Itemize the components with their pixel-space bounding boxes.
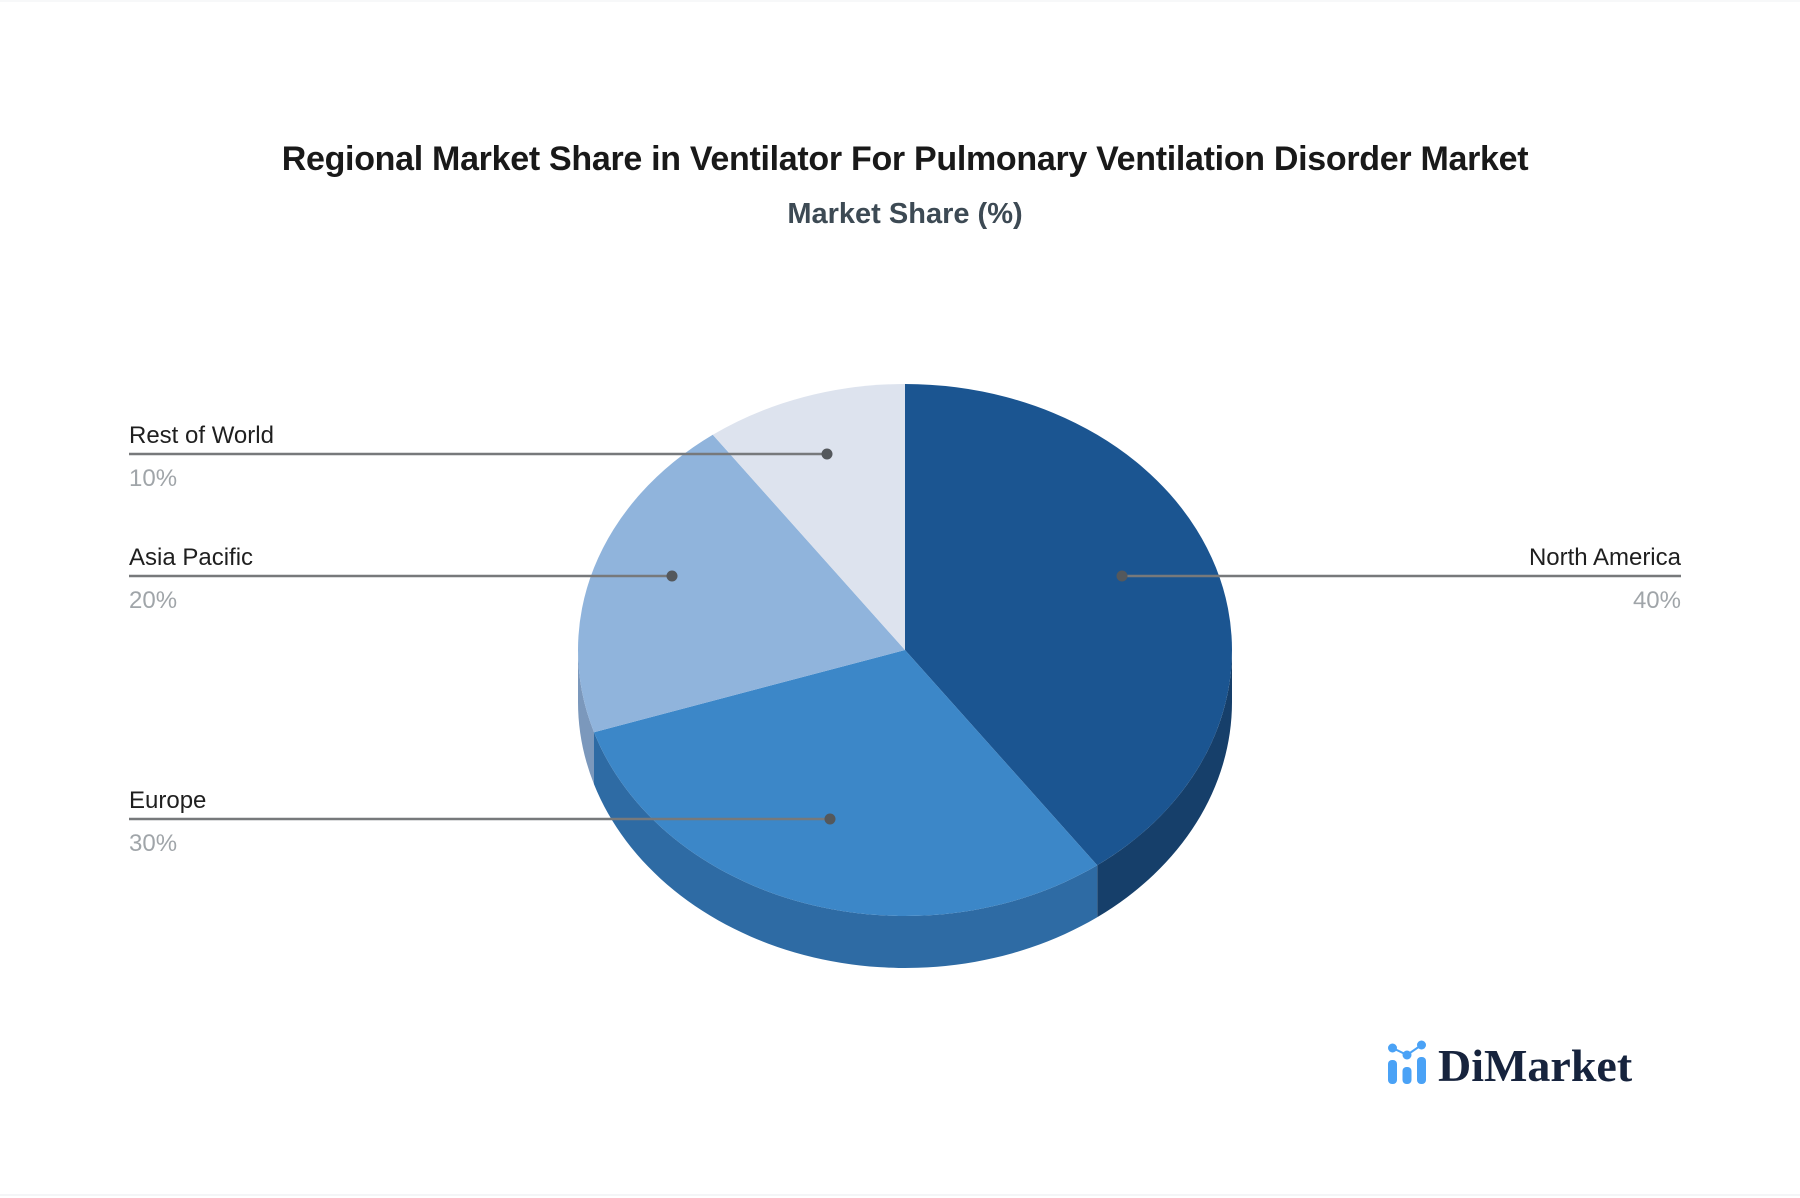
pie-slice-north-america [905,384,1232,866]
leader-asia-pacific-dot [666,570,678,582]
callout-europe: Europe 30% [129,787,206,858]
slice-percent: 10% [129,465,178,492]
pie-slice-depth-north-america [1097,650,1232,918]
chart-subtitle: Market Share (%) [787,198,1023,230]
slice-label: North America [1528,544,1681,571]
pie-slice-europe [594,650,1098,917]
pie-slice-rest-of-world [712,384,905,650]
chart-title: Regional Market Share in Ventilator For … [281,140,1529,178]
callout-north-america: North America 40% [1529,544,1681,615]
slice-percent: 40% [1632,587,1681,614]
slice-label: Asia Pacific [129,544,254,571]
slice-percent: 30% [129,830,178,857]
dimarket-logo: DiMarket [1388,1040,1632,1092]
logo-bar [1402,1067,1412,1084]
slice-label: Europe [129,787,207,814]
slice-percent: 20% [129,587,178,614]
leader-europe-dot [824,813,836,825]
logo-bar [1417,1057,1426,1084]
leader-rest-of-world-dot [821,448,833,460]
callout-rest-of-world: Rest of World 10% [129,422,274,493]
logo-text: DiMarket [1438,1040,1633,1091]
pie-slice-depth-asia-pacific [578,650,595,785]
callout-asia-pacific: Asia Pacific 20% [129,544,253,615]
logo-bar [1388,1060,1397,1084]
slice-label: Rest of World [129,422,274,449]
pie-slice-asia-pacific [578,434,905,733]
pie-slice-depth-europe [594,732,1098,969]
logo-dot [1417,1040,1426,1050]
bar-line-chart-icon [1388,1040,1426,1084]
logo-dot [1402,1050,1412,1060]
logo-dot [1388,1043,1397,1053]
leader-north-america-dot [1116,570,1128,582]
